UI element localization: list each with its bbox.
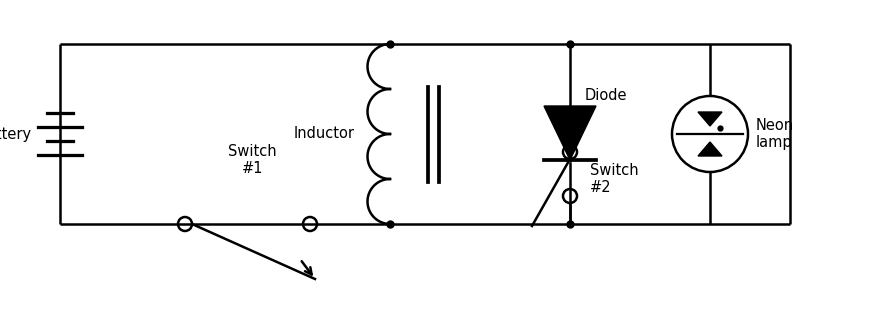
Text: Switch
#1: Switch #1 (228, 144, 277, 176)
Polygon shape (698, 112, 722, 126)
Text: Diode: Diode (585, 88, 627, 103)
Text: Battery: Battery (0, 126, 32, 142)
Text: Switch
#2: Switch #2 (590, 163, 639, 195)
Text: Neon
lamp: Neon lamp (756, 118, 794, 150)
Text: Inductor: Inductor (294, 126, 355, 142)
Polygon shape (544, 106, 596, 160)
Polygon shape (698, 142, 722, 156)
